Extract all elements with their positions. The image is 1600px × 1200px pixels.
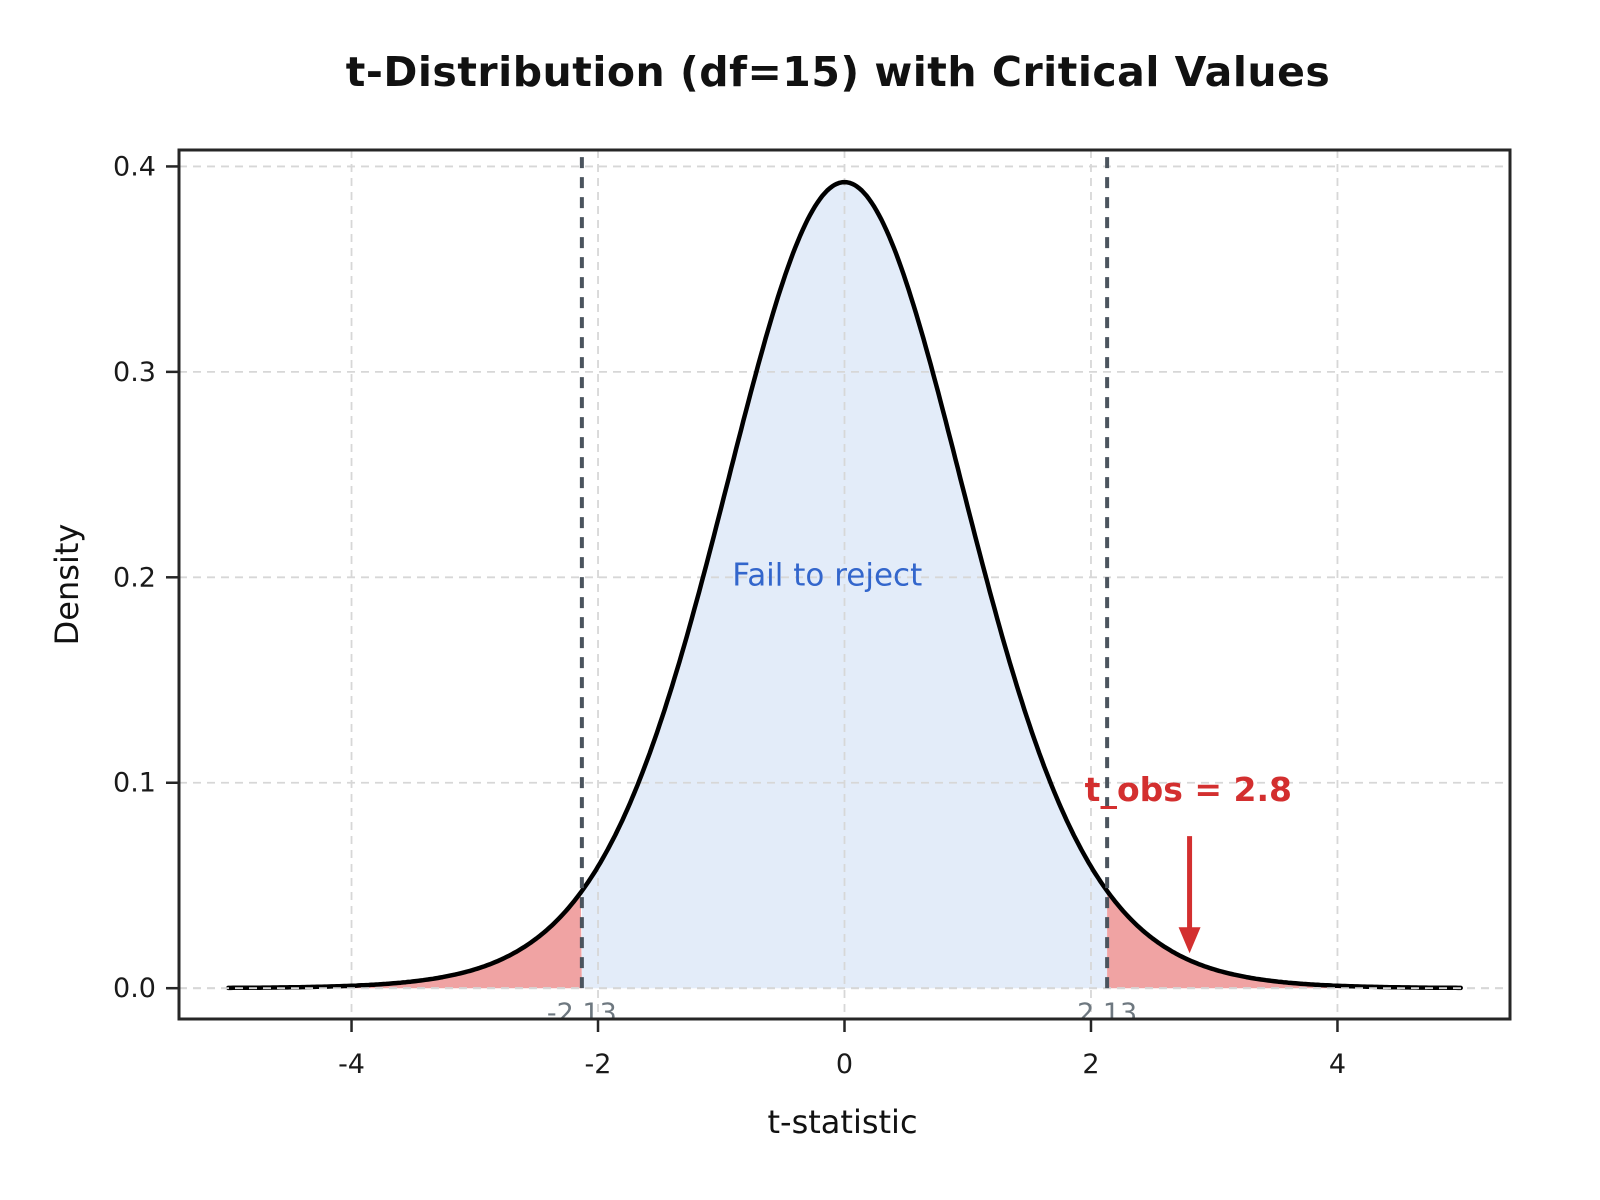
- x-axis-label: t-statistic: [767, 1103, 917, 1141]
- clipped-label-group: -2.13 2.13: [547, 998, 1137, 1029]
- y-tick-label: 0.3: [113, 357, 156, 388]
- x-tick-label: -4: [338, 1049, 365, 1080]
- y-tick-label: 0.4: [113, 151, 156, 182]
- y-axis-label: Density: [48, 524, 86, 646]
- axis-ticks-layer: -4 -2 0 2 4 0.0 0.1 0.2 0.3 0.4: [113, 151, 1346, 1080]
- y-tick-label: 0.0: [113, 973, 156, 1004]
- t-obs-annotation: t_obs = 2.8: [1085, 770, 1292, 809]
- rejection-region-left-fill: [228, 892, 582, 989]
- t-obs-arrow: [1178, 836, 1201, 954]
- x-tick-label: 2: [1082, 1049, 1099, 1080]
- fail-to-reject-annotation: Fail to reject: [732, 558, 922, 594]
- x-tick-label: 4: [1329, 1049, 1346, 1080]
- y-tick-label: 0.2: [113, 562, 156, 593]
- critical-value-label-right: 2.13: [1077, 998, 1137, 1029]
- critical-value-label-left: -2.13: [547, 998, 617, 1029]
- chart-title: t-Distribution (df=15) with Critical Val…: [345, 48, 1331, 96]
- arrow-head-icon: [1178, 927, 1201, 954]
- y-tick-label: 0.1: [113, 768, 156, 799]
- rejection-region-right-fill: [1107, 891, 1461, 989]
- density-curve: [226, 179, 1463, 991]
- x-tick-label: -2: [585, 1049, 612, 1080]
- x-tick-label: 0: [836, 1049, 853, 1080]
